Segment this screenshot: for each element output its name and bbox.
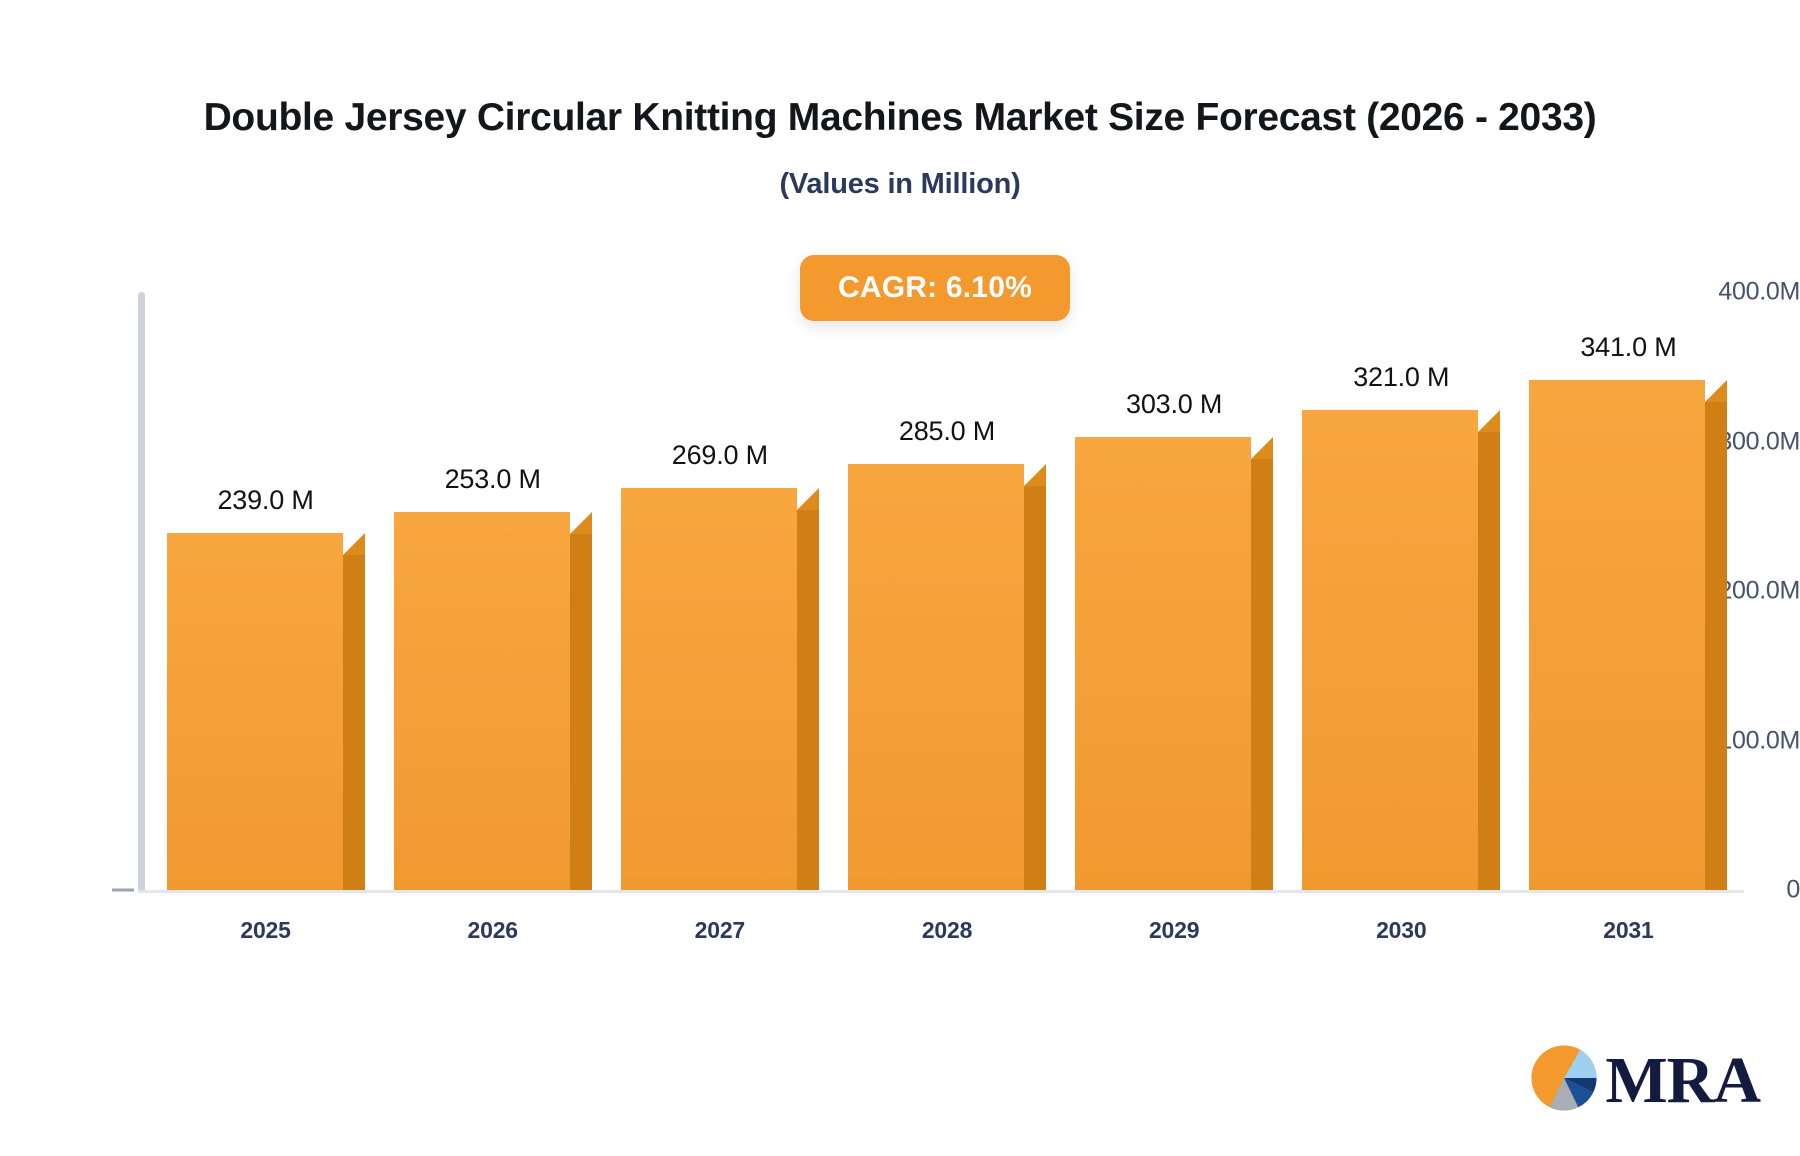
bar-front-face [620, 487, 797, 890]
y-tick-label: 300.0M [1718, 427, 1800, 455]
bar-value-label: 269.0 M [671, 439, 768, 470]
x-tick-label: 2030 [1376, 917, 1427, 943]
bar-side-face [569, 533, 592, 890]
bar-value-label: 285.0 M [898, 415, 996, 446]
bar-side-face [1024, 485, 1046, 890]
plot-area: 0 100.0M 200.0M 300.0M 400.0M 239.0 M 253.0 M… [112, 277, 1800, 943]
bar-front-face [166, 532, 343, 890]
bar-side-face [342, 554, 365, 890]
bar[interactable] [1302, 410, 1501, 890]
y-tick-label: 0 [1786, 875, 1800, 904]
x-tick-label: 2029 [1148, 917, 1200, 943]
bar-side-face [1251, 459, 1274, 890]
bar-value-label: 321.0 M [1353, 362, 1450, 393]
bar-front-face [1302, 410, 1479, 890]
bar[interactable] [620, 487, 819, 890]
bar-side-face [1705, 402, 1728, 890]
bar-value-label: 341.0 M [1580, 332, 1677, 363]
bar-side-face [796, 509, 819, 890]
bar-top-face [1251, 437, 1274, 459]
bar[interactable] [1075, 437, 1274, 890]
bar-top-face [569, 511, 592, 534]
bar-top-face [342, 532, 365, 555]
x-tick-label: 2027 [694, 917, 746, 943]
bar-front-face [1529, 380, 1706, 890]
y-tick-label: 400.0M [1718, 277, 1800, 306]
bar-value-label: 253.0 M [444, 463, 541, 494]
bar[interactable] [848, 463, 1046, 890]
cagr-badge-label: CAGR: 6.10% [838, 271, 1032, 304]
x-tick-label: 2026 [467, 917, 519, 943]
bar-top-face [1478, 410, 1501, 433]
bar-front-face [393, 511, 570, 890]
bar[interactable] [1529, 380, 1728, 890]
bar-top-face [1024, 463, 1046, 486]
bar-side-face [1478, 432, 1501, 890]
mra-logo: MRA [1527, 1041, 1761, 1120]
x-tick-label: 2025 [240, 917, 291, 943]
chart-title: Double Jersey Circular Knitting Machines… [203, 96, 1597, 139]
y-tick-label: 200.0M [1718, 576, 1800, 605]
chart-subtitle: (Values in Million) [779, 168, 1021, 200]
bar-front-face [1075, 437, 1252, 890]
cagr-badge: CAGR: 6.10% [800, 255, 1070, 321]
bar[interactable] [166, 532, 365, 890]
y-axis-line [138, 292, 145, 892]
bar-top-face [1705, 380, 1728, 403]
pie-chart-icon [1527, 1041, 1601, 1120]
x-tick-label: 2031 [1603, 917, 1654, 943]
logo-text: MRA [1605, 1043, 1761, 1117]
x-tick-label: 2028 [921, 917, 973, 943]
y-tick-label: 100.0M [1718, 726, 1800, 754]
bar-value-label: 239.0 M [217, 484, 314, 515]
bar-front-face [848, 463, 1024, 890]
x-axis-line [138, 890, 1744, 893]
bar-top-face [796, 487, 819, 510]
bar-value-label: 303.0 M [1126, 389, 1223, 419]
y-axis-zero-tick [112, 888, 134, 892]
bar[interactable] [393, 511, 592, 890]
